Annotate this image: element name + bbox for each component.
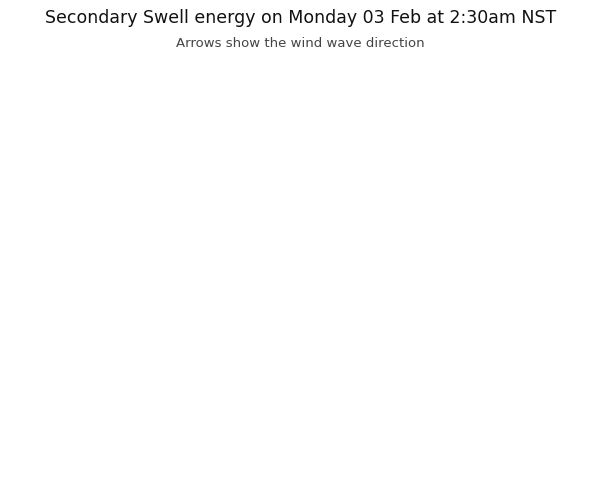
Text: Secondary Swell energy on Monday 03 Feb at 2:30am NST: Secondary Swell energy on Monday 03 Feb … bbox=[45, 9, 556, 27]
Text: Arrows show the wind wave direction: Arrows show the wind wave direction bbox=[176, 37, 425, 50]
Text: cartopy required: cartopy required bbox=[243, 265, 358, 279]
